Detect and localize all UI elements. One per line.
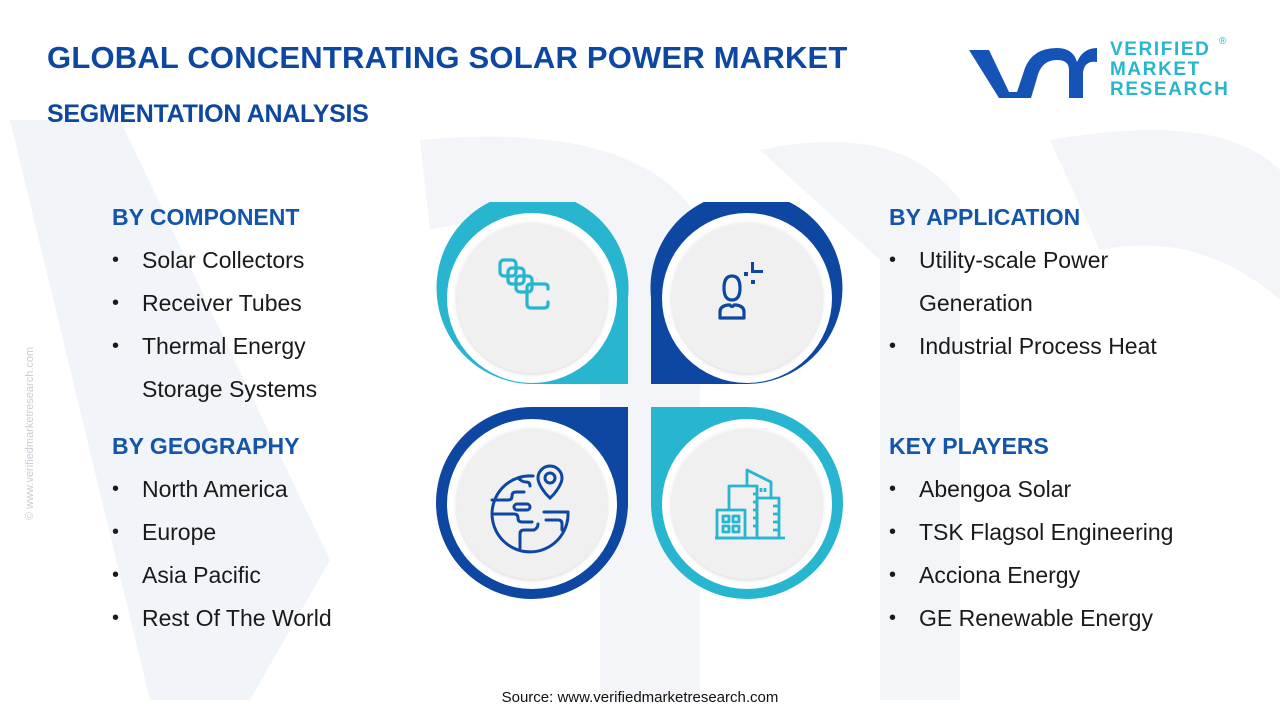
list-item: Acciona Energy [889,554,1249,597]
segment-by-application: BY APPLICATION Utility-scale Power Gener… [889,204,1219,368]
segment-by-component: BY COMPONENT Solar Collectors Receiver T… [112,204,412,411]
source-footer: Source: www.verifiedmarketresearch.com [501,689,779,706]
globe-location-icon [490,464,570,554]
quadrant-top-right [650,202,843,384]
vmr-logo-mark-icon [969,48,1097,98]
list-item: Rest Of The World [112,597,412,640]
registered-mark: ® [1219,36,1227,47]
list-item: Asia Pacific [112,554,412,597]
segment-title: BY COMPONENT [112,204,300,230]
segment-list: Utility-scale Power Generation Industria… [889,239,1219,368]
list-item: Utility-scale Power Generation [889,239,1159,325]
list-item: GE Renewable Energy [889,597,1249,640]
list-item: Thermal Energy Storage Systems [112,325,372,411]
buildings-icon [715,468,785,540]
segment-by-geography: BY GEOGRAPHY North America Europe Asia P… [112,433,412,640]
segment-key-players: KEY PLAYERS Abengoa Solar TSK Flagsol En… [889,433,1249,640]
quadrant-bottom-left [436,407,628,599]
logo-wordmark: VERIFIED MARKET RESEARCH [1110,39,1230,100]
quadrant-bottom-right [651,407,843,599]
segment-title: KEY PLAYERS [889,433,1049,459]
segment-list: Abengoa Solar TSK Flagsol Engineering Ac… [889,468,1249,640]
page-title: GLOBAL CONCENTRATING SOLAR POWER MARKET [47,40,848,75]
quadrant-top-left [436,202,629,384]
user-application-icon [718,262,763,320]
list-item: North America [112,468,412,511]
segment-list: Solar Collectors Receiver Tubes Thermal … [112,239,412,411]
segment-title: BY GEOGRAPHY [112,433,300,459]
list-item: TSK Flagsol Engineering [889,511,1249,554]
segment-list: North America Europe Asia Pacific Rest O… [112,468,412,640]
segment-title: BY APPLICATION [889,204,1081,230]
vmr-logo: VERIFIED MARKET RESEARCH ® [965,36,1235,104]
components-stack-icon [498,258,550,310]
list-item: Receiver Tubes [112,282,412,325]
list-item: Abengoa Solar [889,468,1249,511]
side-watermark-text: © www.verifiedmarketresearch.com [24,346,36,520]
list-item: Europe [112,511,412,554]
list-item: Industrial Process Heat [889,325,1219,368]
segmentation-quadrant-graphic [436,202,843,599]
list-item: Solar Collectors [112,239,412,282]
page-subtitle: SEGMENTATION ANALYSIS [47,100,369,128]
